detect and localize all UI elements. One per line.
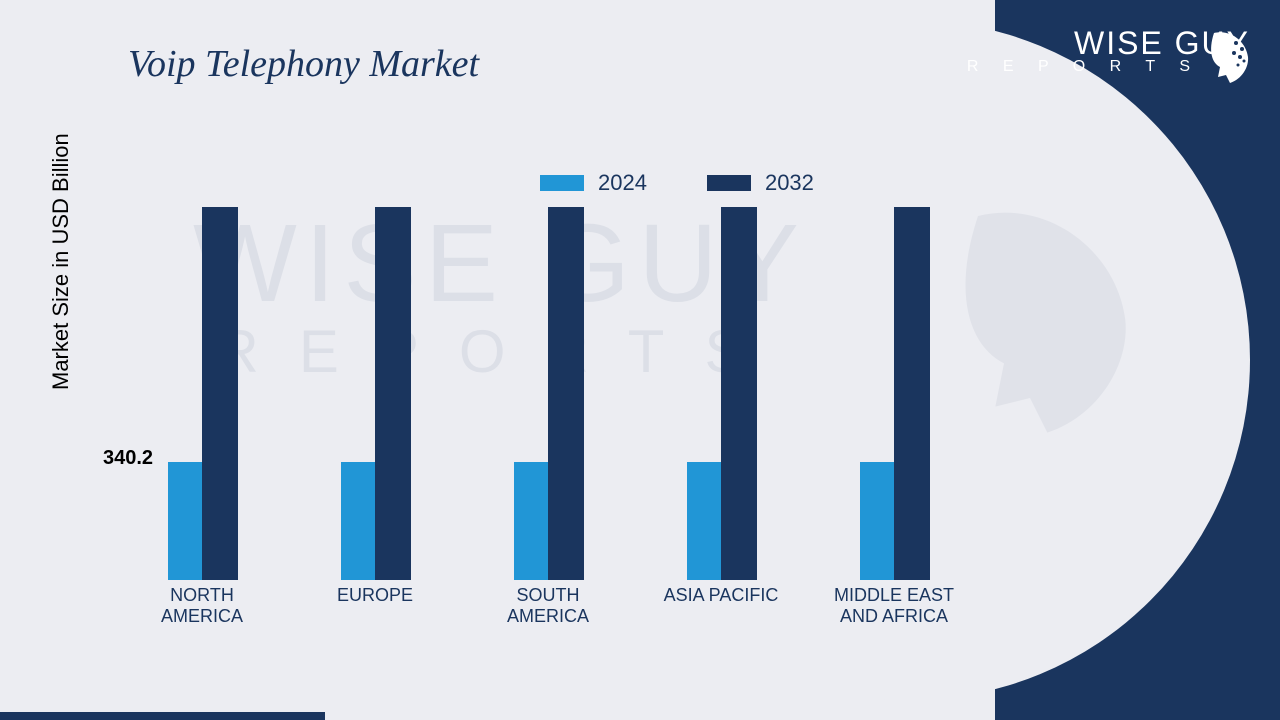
bar-2032 [894,207,930,580]
bar-2032 [202,207,238,580]
brand-line2: R E P O R T S [967,58,1200,76]
y-axis-title: Market Size in USD Billion [48,133,74,390]
bottom-accent-bar [0,712,325,720]
chart-plot-area [110,200,980,580]
brand-head-icon [1196,27,1256,87]
bar-2024 [860,462,896,580]
category-label: ASIA PACIFIC [651,585,791,606]
chart-legend: 2024 2032 [540,170,814,196]
bar-2024 [514,462,550,580]
bar-2024 [341,462,377,580]
legend-swatch-2024 [540,175,584,191]
legend-swatch-2032 [707,175,751,191]
category-label: SOUTH AMERICA [478,585,618,626]
category-label: EUROPE [305,585,445,606]
legend-item-2024: 2024 [540,170,647,196]
brand-logo: WISE GUY R E P O R T S [967,25,1250,76]
bar-2032 [721,207,757,580]
bar-2024 [168,462,204,580]
bar-2032 [548,207,584,580]
bar-2024 [687,462,723,580]
legend-label-2032: 2032 [765,170,814,196]
category-label: NORTH AMERICA [132,585,272,626]
legend-label-2024: 2024 [598,170,647,196]
category-label: MIDDLE EAST AND AFRICA [824,585,964,626]
legend-item-2032: 2032 [707,170,814,196]
chart-title: Voip Telephony Market [128,42,479,86]
bar-2032 [375,207,411,580]
